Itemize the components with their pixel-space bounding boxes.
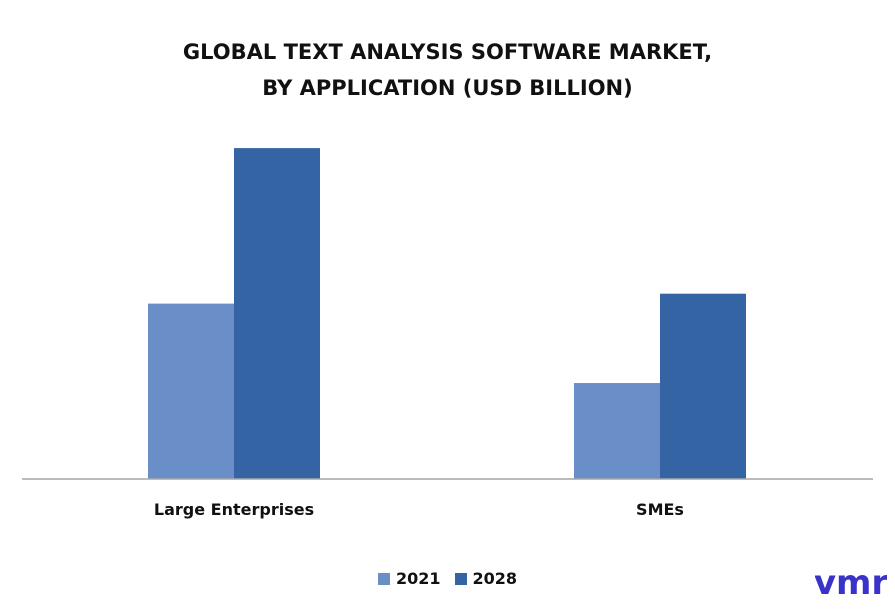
legend-swatch-2028: [454, 572, 467, 585]
chart-title-line2: BY APPLICATION (USD BILLION): [262, 76, 633, 100]
bar-smes-2021: [574, 383, 660, 479]
bar-smes-2028: [660, 293, 746, 479]
legend-item-2021: 2021: [377, 569, 441, 588]
legend-item-2028: 2028: [454, 569, 518, 588]
legend-swatch-2021: [377, 572, 390, 585]
bars-group: [148, 148, 746, 479]
category-labels: Large Enterprises SMEs: [154, 500, 684, 519]
chart-legend: 2021 2028: [0, 569, 895, 588]
bar-large-enterprises-2028: [234, 148, 320, 479]
legend-label-2021: 2021: [395, 569, 441, 588]
vmr-logo-text: vmr: [815, 564, 887, 603]
category-label-large-enterprises: Large Enterprises: [154, 500, 314, 519]
legend-label-2028: 2028: [472, 569, 518, 588]
chart-title: GLOBAL TEXT ANALYSIS SOFTWARE MARKET, BY…: [0, 34, 895, 106]
category-label-smes: SMEs: [636, 500, 684, 519]
chart-title-line1: GLOBAL TEXT ANALYSIS SOFTWARE MARKET,: [182, 40, 713, 64]
vmr-logo: vmr: [815, 564, 887, 603]
bar-large-enterprises-2021: [148, 303, 234, 479]
